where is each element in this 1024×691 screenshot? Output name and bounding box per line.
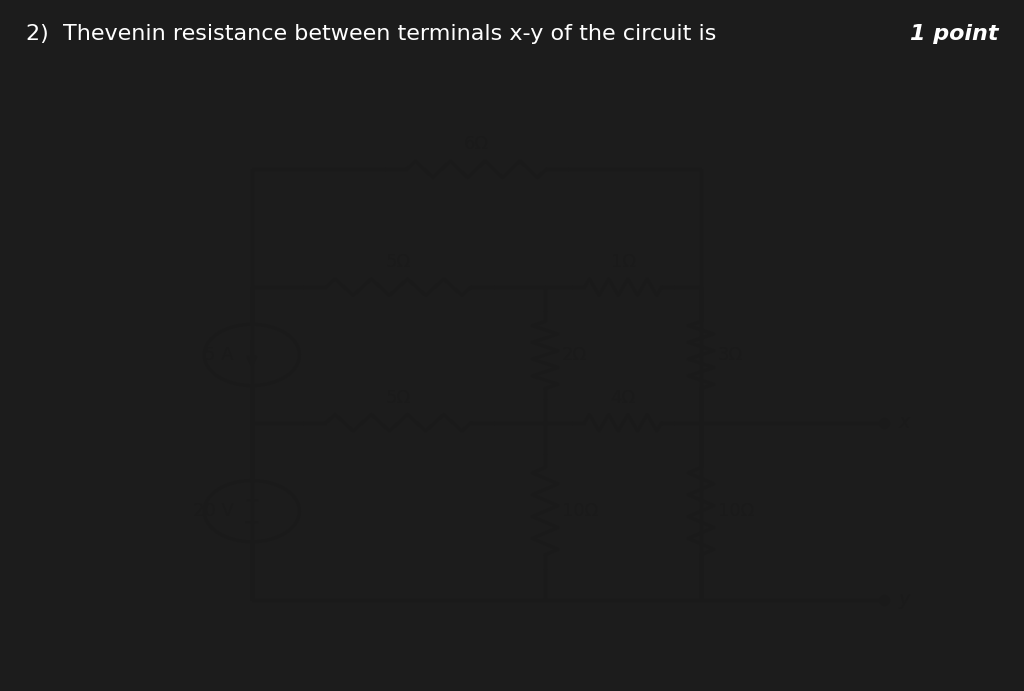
Text: 1 point: 1 point [910,24,998,44]
Text: 2)  Thevenin resistance between terminals x-y of the circuit is: 2) Thevenin resistance between terminals… [26,24,716,44]
Text: 3Ω: 3Ω [718,346,742,364]
Text: 10Ω: 10Ω [561,502,598,520]
Text: 10Ω: 10Ω [718,502,754,520]
Text: 5Ω: 5Ω [386,253,411,271]
Text: 20 V: 20 V [193,502,233,520]
Text: 2Ω: 2Ω [561,346,587,364]
Text: −: − [243,513,260,533]
Text: 5 A: 5 A [204,346,233,364]
Text: 6Ω: 6Ω [464,135,488,153]
Text: 1Ω: 1Ω [610,253,636,271]
Text: +: + [245,492,259,510]
Text: x: x [898,413,909,433]
Text: y: y [898,590,909,609]
Text: 4Ω: 4Ω [610,390,636,408]
Text: 5Ω: 5Ω [386,390,411,408]
